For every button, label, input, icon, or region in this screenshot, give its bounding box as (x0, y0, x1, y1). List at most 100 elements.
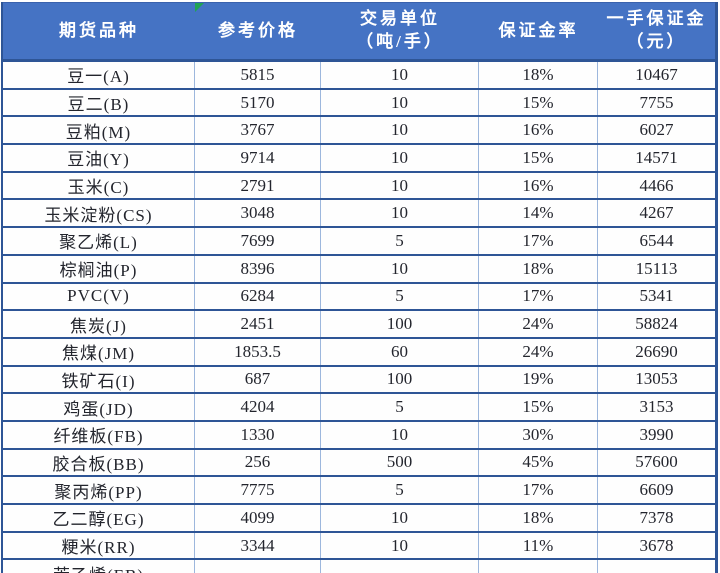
cell-price[interactable]: 3344 (195, 532, 321, 559)
cell-price[interactable]: 5170 (195, 89, 321, 116)
cell-unit[interactable]: 10 (321, 172, 479, 199)
cell-unit[interactable]: 5 (321, 477, 479, 503)
header-cell-price[interactable]: 参考价格 (218, 20, 298, 40)
cell-unit[interactable]: 5 (321, 394, 479, 420)
cell-margin-per-lot[interactable]: 6609 (639, 480, 674, 500)
cell-margin-rate[interactable]: 24% (479, 311, 598, 337)
cell-unit[interactable]: 10 (321, 421, 479, 448)
cell-unit[interactable]: 10 (321, 532, 479, 559)
cell-margin-per-lot[interactable]: 13053 (635, 369, 678, 389)
cell-margin-rate[interactable]: 11% (479, 532, 598, 559)
cell-margin-per-lot[interactable]: 4466 (639, 175, 674, 195)
cell-variety[interactable]: 豆二(B) (3, 89, 195, 116)
cell-margin-per-lot[interactable]: 4267 (639, 203, 674, 223)
cell-variety[interactable]: 乙二醇(EG) (3, 505, 195, 531)
cell-price[interactable]: 1853.5 (195, 338, 321, 365)
cell-margin-per-lot[interactable]: 57600 (635, 452, 678, 472)
cell-margin-rate[interactable]: 17% (479, 228, 598, 254)
cell-unit[interactable] (321, 560, 479, 573)
cell-margin-rate[interactable]: 18% (479, 505, 598, 531)
cell-price[interactable]: 3048 (195, 200, 321, 227)
cell-variety[interactable]: 纤维板(FB) (3, 421, 195, 448)
cell-variety[interactable]: 铁矿石(I) (3, 366, 195, 393)
cell-unit[interactable]: 10 (321, 255, 479, 282)
cell-unit[interactable]: 500 (321, 449, 479, 476)
cell-variety[interactable]: 玉米(C) (3, 172, 195, 199)
cell-variety[interactable]: 鸡蛋(JD) (3, 394, 195, 420)
cell-margin-per-lot[interactable]: 7755 (639, 92, 674, 112)
cell-price[interactable]: 2451 (195, 311, 321, 337)
cell-variety[interactable]: PVC(V) (3, 283, 195, 310)
cell-variety[interactable]: 豆一(A) (3, 62, 195, 88)
cell-margin-rate[interactable]: 15% (479, 394, 598, 420)
cell-margin-per-lot[interactable]: 5341 (639, 286, 674, 306)
cell-unit[interactable]: 10 (321, 117, 479, 144)
cell-price[interactable]: 4204 (195, 394, 321, 420)
cell-margin-per-lot[interactable]: 3678 (639, 535, 674, 555)
cell-margin-rate[interactable]: 19% (479, 366, 598, 393)
cell-variety[interactable]: 胶合板(BB) (3, 449, 195, 476)
cell-margin-rate[interactable]: 18% (479, 255, 598, 282)
cell-margin-per-lot[interactable]: 3990 (639, 424, 674, 444)
cell-margin-per-lot[interactable]: 7378 (639, 507, 674, 527)
cell-price[interactable]: 5815 (195, 62, 321, 88)
cell-margin-rate[interactable]: 18% (479, 62, 598, 88)
cell-price[interactable] (195, 560, 321, 573)
cell-margin-rate[interactable] (479, 560, 598, 573)
cell-variety[interactable]: 焦炭(J) (3, 311, 195, 337)
cell-price[interactable]: 687 (195, 366, 321, 393)
cell-margin-rate[interactable]: 30% (479, 421, 598, 448)
cell-variety[interactable]: 聚丙烯(PP) (3, 477, 195, 503)
cell-variety[interactable]: 粳米(RR) (3, 532, 195, 559)
cell-margin-rate[interactable]: 17% (479, 283, 598, 310)
cell-price[interactable]: 6284 (195, 283, 321, 310)
cell-variety[interactable]: 豆油(Y) (3, 145, 195, 171)
cell-price[interactable]: 7699 (195, 228, 321, 254)
cell-variety[interactable]: 玉米淀粉(CS) (3, 200, 195, 227)
cell-margin-per-lot[interactable]: 15113 (635, 258, 678, 278)
cell-price[interactable]: 256 (195, 449, 321, 476)
cell-margin-rate[interactable]: 15% (479, 89, 598, 116)
header-cell-margin-rate[interactable]: 保证金率 (498, 20, 579, 40)
header-cell-variety[interactable]: 期货品种 (59, 20, 139, 40)
cell-unit[interactable]: 100 (321, 366, 479, 393)
cell-unit[interactable]: 10 (321, 505, 479, 531)
cell-margin-per-lot[interactable]: 3153 (639, 397, 674, 417)
cell-variety[interactable]: 棕榈油(P) (3, 255, 195, 282)
cell-price[interactable]: 1330 (195, 421, 321, 448)
cell-margin-per-lot[interactable]: 26690 (635, 341, 678, 361)
cell-margin-rate[interactable]: 17% (479, 477, 598, 503)
header-cell-margin-per-lot[interactable]: 一手保证金 （元） (606, 9, 707, 51)
cell-unit[interactable]: 100 (321, 311, 479, 337)
cell-variety[interactable]: 豆粕(M) (3, 117, 195, 144)
cell-price[interactable]: 4099 (195, 505, 321, 531)
cell-price[interactable]: 8396 (195, 255, 321, 282)
cell-price[interactable]: 3767 (195, 117, 321, 144)
header-cell-unit[interactable]: 交易单位 （吨/手） (356, 9, 444, 51)
cell-margin-per-lot[interactable]: 58824 (635, 314, 678, 334)
cell-unit[interactable]: 10 (321, 89, 479, 116)
cell-price[interactable]: 2791 (195, 172, 321, 199)
cell-margin-rate[interactable]: 24% (479, 338, 598, 365)
cell-margin-rate[interactable]: 15% (479, 145, 598, 171)
cell-margin-rate[interactable]: 45% (479, 449, 598, 476)
cell-margin-rate[interactable]: 14% (479, 200, 598, 227)
cell-variety[interactable]: 聚乙烯(L) (3, 228, 195, 254)
cell-price[interactable]: 9714 (195, 145, 321, 171)
cell-margin-per-lot[interactable] (598, 560, 715, 573)
cell-unit[interactable]: 5 (321, 228, 479, 254)
cell-margin-per-lot[interactable]: 14571 (635, 147, 678, 167)
cell-margin-per-lot[interactable]: 6027 (639, 120, 674, 140)
cell-unit[interactable]: 10 (321, 62, 479, 88)
cell-price[interactable]: 7775 (195, 477, 321, 503)
cell-margin-rate[interactable]: 16% (479, 172, 598, 199)
cell-variety[interactable]: 焦煤(JM) (3, 338, 195, 365)
cell-margin-per-lot[interactable]: 10467 (635, 64, 678, 84)
cell-unit[interactable]: 10 (321, 200, 479, 227)
cell-variety[interactable]: 苯乙烯(EB) (3, 560, 195, 573)
cell-unit[interactable]: 5 (321, 283, 479, 310)
cell-margin-per-lot[interactable]: 6544 (639, 230, 674, 250)
cell-unit[interactable]: 10 (321, 145, 479, 171)
cell-margin-rate[interactable]: 16% (479, 117, 598, 144)
cell-unit[interactable]: 60 (321, 338, 479, 365)
